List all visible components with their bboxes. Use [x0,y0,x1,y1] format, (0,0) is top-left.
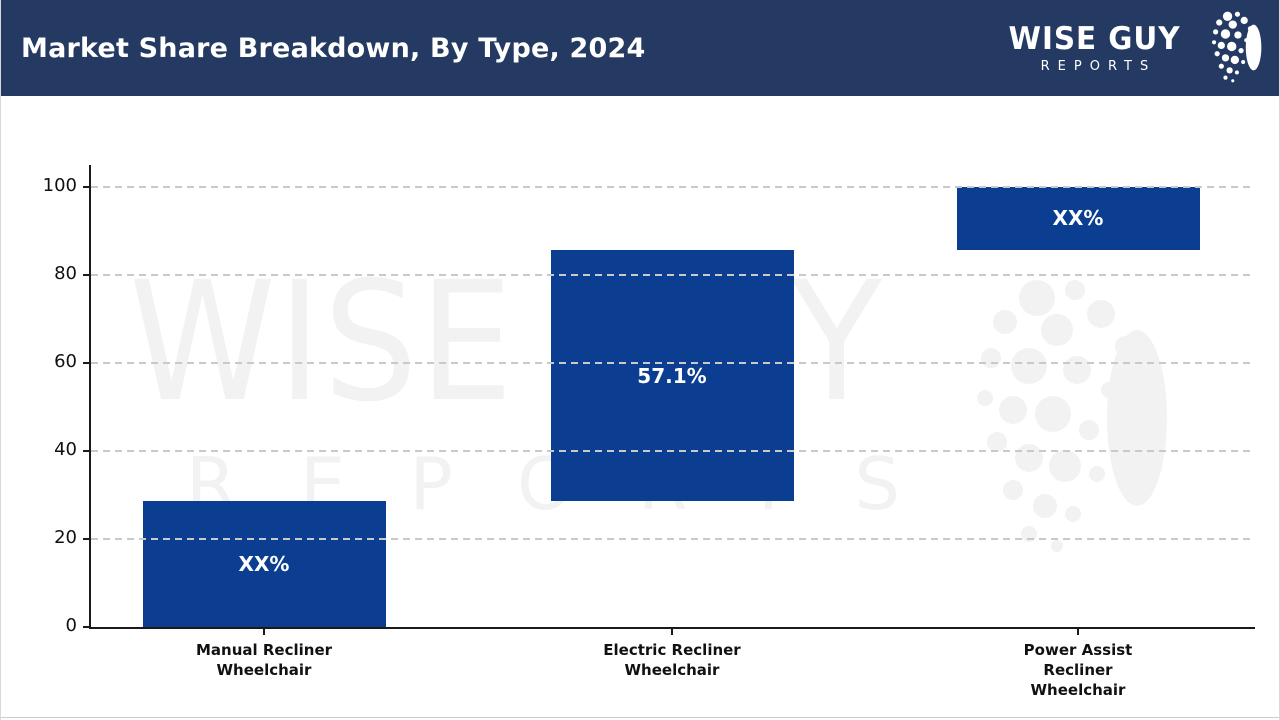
category-label: Power Assist Recliner Wheelchair [1023,641,1133,699]
bar-segment: XX% [956,187,1200,250]
y-tick-mark [83,362,90,364]
y-tick-label: 80 [54,263,77,284]
bar-segment: XX% [142,501,386,627]
logo-wise-guy-label: WISE GUY [1008,20,1181,57]
logo-reports-label: REPORTS [1040,58,1157,74]
bar-segment: 57.1% [550,249,794,502]
y-tick-mark [83,186,90,188]
y-tick-mark [83,626,90,628]
gridline [91,274,1254,276]
x-tick-mark [263,629,265,635]
y-tick-mark [83,274,90,276]
watermark-dotted-head-icon [977,280,1167,552]
logo-dotted-head-icon [1211,11,1262,83]
y-tick-label: 40 [54,439,77,460]
gridline [91,362,1254,364]
category-label: Manual Recliner Wheelchair [195,641,333,679]
y-tick-label: 100 [42,175,77,196]
page-title: Market Share Breakdown, By Type, 2024 [21,32,646,64]
gridline [91,186,1254,188]
gridline [91,538,1254,540]
y-tick-label: 60 [54,351,77,372]
bar-value-label: XX% [238,552,290,577]
header-bar: Market Share Breakdown, By Type, 2024 WI… [1,0,1279,96]
x-tick-mark [671,629,673,635]
y-tick-mark [83,450,90,452]
bottom-border [1,717,1279,718]
bar-value-label: 57.1% [637,363,707,388]
gridline [91,450,1254,452]
bar-value-label: XX% [1052,206,1104,231]
x-tick-mark [1077,629,1079,635]
wise-guy-logo: WISE GUY REPORTS [1004,6,1279,90]
y-tick-label: 20 [54,527,77,548]
y-axis-line [89,165,91,629]
y-tick-mark [83,538,90,540]
logo-text: WISE GUY REPORTS [1004,20,1185,74]
y-tick-label: 0 [65,615,77,636]
category-label: Electric Recliner Wheelchair [603,641,741,679]
x-axis-line [89,627,1255,629]
